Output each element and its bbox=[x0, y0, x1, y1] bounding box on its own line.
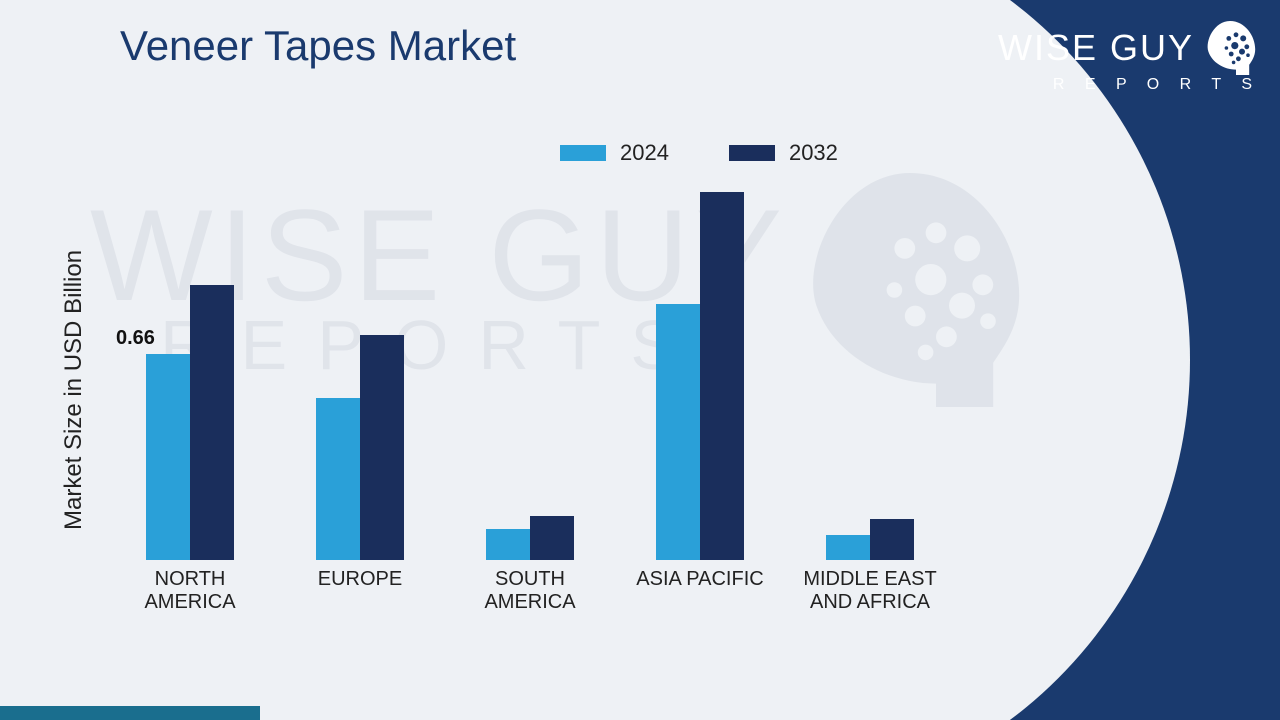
category-label: EUROPE bbox=[280, 560, 440, 591]
brand-line2: R E P O R T S bbox=[998, 76, 1260, 94]
bar bbox=[700, 192, 744, 560]
brand-head-icon bbox=[1200, 18, 1260, 78]
bar-chart: NORTH AMERICAEUROPESOUTH AMERICAASIA PAC… bbox=[110, 170, 940, 560]
bar-group: SOUTH AMERICA bbox=[470, 516, 590, 560]
category-label: MIDDLE EAST AND AFRICA bbox=[790, 560, 950, 614]
bar-group: MIDDLE EAST AND AFRICA bbox=[810, 519, 930, 560]
bar bbox=[870, 519, 914, 560]
category-label: ASIA PACIFIC bbox=[620, 560, 780, 591]
brand-line1: WISE GUY bbox=[998, 27, 1194, 69]
bar bbox=[190, 285, 234, 560]
legend-swatch-2032 bbox=[729, 145, 775, 161]
category-label: SOUTH AMERICA bbox=[450, 560, 610, 614]
legend-item-2024: 2024 bbox=[560, 140, 669, 166]
bar bbox=[656, 304, 700, 560]
chart-title: Veneer Tapes Market bbox=[120, 22, 516, 70]
category-label: NORTH AMERICA bbox=[110, 560, 270, 614]
bar bbox=[360, 335, 404, 560]
bar bbox=[530, 516, 574, 560]
y-axis-label: Market Size in USD Billion bbox=[60, 250, 88, 530]
brand-logo: WISE GUY R E P O R T S bbox=[998, 18, 1260, 94]
legend-swatch-2024 bbox=[560, 145, 606, 161]
bar-group: EUROPE bbox=[300, 335, 420, 560]
legend-label-2032: 2032 bbox=[789, 140, 838, 166]
plot-area: NORTH AMERICAEUROPESOUTH AMERICAASIA PAC… bbox=[110, 170, 940, 560]
legend: 2024 2032 bbox=[560, 140, 838, 166]
bar bbox=[486, 529, 530, 560]
bar bbox=[316, 398, 360, 560]
value-label: 0.66 bbox=[116, 327, 155, 350]
legend-item-2032: 2032 bbox=[729, 140, 838, 166]
legend-label-2024: 2024 bbox=[620, 140, 669, 166]
bar bbox=[146, 354, 190, 560]
bar-group: ASIA PACIFIC bbox=[640, 192, 760, 560]
bar bbox=[826, 535, 870, 560]
footer-accent-bar bbox=[0, 706, 260, 720]
